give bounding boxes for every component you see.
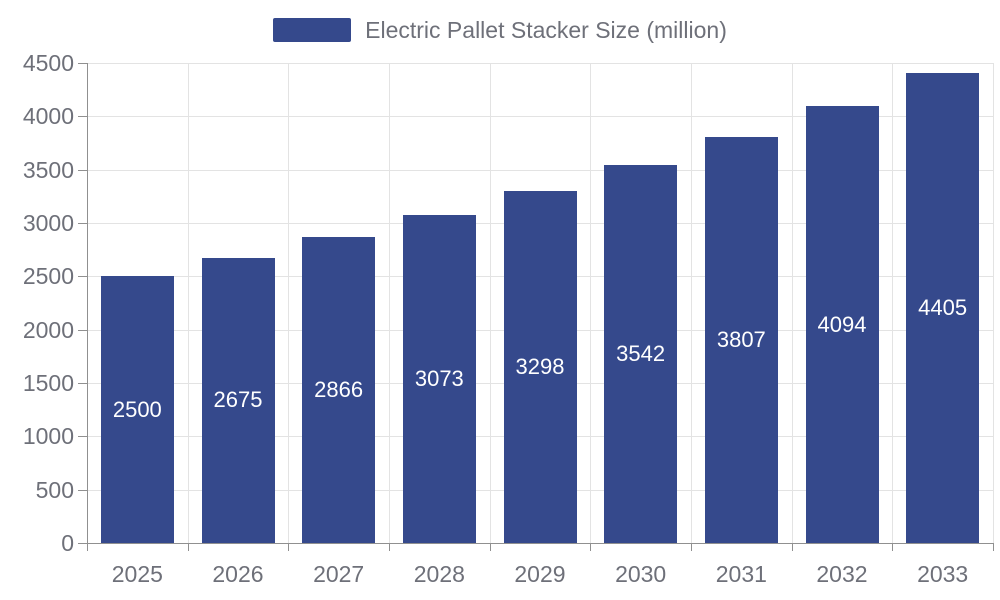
y-axis-tick bbox=[78, 489, 87, 491]
bar-value-label: 3073 bbox=[414, 366, 464, 392]
x-axis-tick bbox=[288, 543, 290, 551]
y-axis-tick-label: 1500 bbox=[22, 370, 74, 396]
x-axis-tick-label: 2027 bbox=[313, 561, 365, 587]
gridline-vertical bbox=[892, 63, 894, 543]
x-axis-tick bbox=[590, 543, 592, 551]
gridline-vertical bbox=[389, 63, 390, 543]
gridline-horizontal bbox=[87, 63, 993, 64]
bar-2032[interactable]: 4094 bbox=[805, 106, 879, 543]
legend-item[interactable]: Electric Pallet Stacker Size (million) bbox=[0, 14, 1000, 46]
x-axis-tick bbox=[489, 543, 491, 551]
y-axis-tick-label: 1000 bbox=[22, 423, 74, 450]
bar-2026[interactable]: 2675 bbox=[201, 257, 275, 543]
x-axis-tick-label: 2032 bbox=[816, 561, 868, 587]
x-axis-tick-label: 2033 bbox=[917, 561, 969, 587]
gridline-vertical bbox=[489, 63, 491, 543]
bar-2031[interactable]: 3807 bbox=[704, 136, 778, 543]
y-axis-tick bbox=[78, 329, 87, 331]
bar-2030[interactable]: 3542 bbox=[604, 165, 678, 543]
y-axis-tick bbox=[78, 116, 87, 118]
bar-2025[interactable]: 2500 bbox=[100, 276, 174, 543]
y-axis-tick-label: 500 bbox=[35, 476, 74, 503]
y-axis-tick bbox=[78, 63, 87, 64]
x-axis-tick bbox=[993, 543, 994, 551]
y-axis-tick bbox=[78, 543, 87, 544]
bar-value-label: 2866 bbox=[314, 377, 364, 403]
gridline-vertical bbox=[288, 63, 290, 543]
x-axis-tick-label: 2028 bbox=[413, 561, 465, 587]
y-axis-tick bbox=[78, 169, 87, 171]
gridline-vertical bbox=[187, 63, 189, 543]
y-axis-tick bbox=[78, 223, 87, 224]
x-axis-tick bbox=[187, 543, 189, 551]
y-axis-tick bbox=[78, 436, 87, 438]
bar-2029[interactable]: 3298 bbox=[503, 191, 577, 543]
bar-2027[interactable]: 2866 bbox=[302, 237, 376, 543]
x-axis-tick-label: 2026 bbox=[212, 561, 264, 587]
y-axis-tick-label: 2000 bbox=[22, 316, 74, 343]
x-axis-tick-label: 2030 bbox=[615, 561, 667, 587]
gridline-vertical bbox=[691, 63, 692, 543]
x-axis-line bbox=[87, 543, 993, 544]
y-axis-tick-label: 4500 bbox=[22, 50, 74, 76]
bar-2028[interactable]: 3073 bbox=[402, 215, 476, 543]
y-axis-tick-label: 0 bbox=[61, 530, 74, 556]
gridline-vertical bbox=[590, 63, 592, 543]
x-axis-tick-label: 2031 bbox=[715, 561, 767, 587]
gridline-vertical bbox=[791, 63, 793, 543]
x-axis-tick bbox=[892, 543, 894, 551]
gridline-vertical bbox=[993, 63, 994, 543]
x-axis-tick bbox=[791, 543, 793, 551]
bar-value-label: 4094 bbox=[817, 311, 867, 337]
gridline-horizontal bbox=[87, 116, 993, 118]
bar-value-label: 3807 bbox=[716, 326, 766, 352]
x-axis-tick-label: 2029 bbox=[514, 561, 566, 587]
y-axis-tick bbox=[78, 276, 87, 278]
x-axis-tick bbox=[691, 543, 692, 551]
x-axis-tick bbox=[87, 543, 88, 551]
y-axis-tick-label: 4000 bbox=[22, 103, 74, 130]
x-axis-tick bbox=[389, 543, 390, 551]
y-axis-line bbox=[87, 63, 88, 543]
x-axis-tick-label: 2025 bbox=[111, 561, 163, 587]
y-axis-tick bbox=[78, 383, 87, 384]
legend-label: Electric Pallet Stacker Size (million) bbox=[365, 16, 727, 43]
y-axis-tick-label: 3000 bbox=[22, 210, 74, 236]
bar-value-label: 4405 bbox=[918, 295, 968, 321]
y-axis-tick-label: 2500 bbox=[22, 263, 74, 290]
bar-2033[interactable]: 4405 bbox=[906, 73, 980, 543]
bar-value-label: 3298 bbox=[515, 354, 565, 380]
bar-value-label: 3542 bbox=[616, 341, 666, 367]
bar-value-label: 2675 bbox=[213, 387, 263, 413]
y-axis-tick-label: 3500 bbox=[22, 156, 74, 183]
gridline-horizontal bbox=[87, 169, 993, 171]
legend-swatch bbox=[273, 18, 352, 42]
bar-value-label: 2500 bbox=[112, 396, 162, 422]
